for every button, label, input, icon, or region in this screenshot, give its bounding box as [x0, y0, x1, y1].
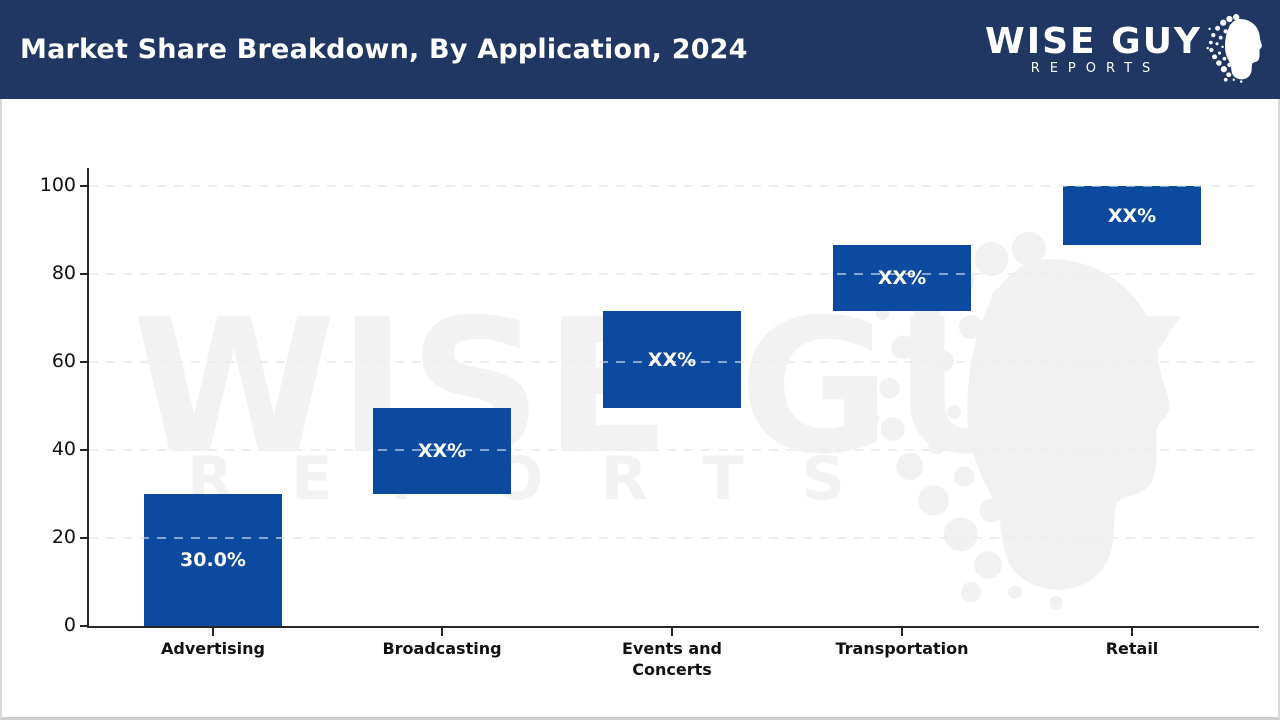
x-category-label: Events and Concerts: [622, 639, 722, 679]
wiseguy-head-icon: [1206, 13, 1262, 83]
y-tick-label: 80: [51, 262, 76, 284]
brand-name: WISE GUY: [984, 21, 1202, 63]
bar-value-label: XX%: [647, 348, 697, 371]
bar-value-label: 30.0%: [180, 549, 246, 571]
x-tick-mark: [671, 628, 673, 636]
x-category-label: Broadcasting: [382, 639, 502, 658]
bar-value-label: XX%: [877, 267, 927, 290]
brand-logo: WISE GUY REPORTS: [985, 10, 1266, 90]
waterfall-bar-retail: XX%: [1063, 186, 1201, 246]
x-category-label: Advertising: [161, 639, 265, 658]
gridline-overlay: [89, 273, 1257, 275]
waterfall-bar-transportation: XX%: [833, 245, 971, 312]
x-axis-line: [87, 626, 1259, 628]
waterfall-bar-advertising: 30.0%: [144, 494, 282, 626]
x-category-label: Retail: [1105, 639, 1159, 658]
header-bar: Market Share Breakdown, By Application, …: [0, 0, 1280, 99]
y-tick-mark: [80, 625, 88, 627]
brand-wordmark: WISE GUY REPORTS: [985, 23, 1202, 76]
x-category-label: Transportation: [835, 639, 969, 658]
y-tick-label: 20: [51, 526, 76, 548]
y-tick-label: 40: [51, 438, 76, 460]
gridline-overlay: [89, 449, 1257, 451]
y-tick-mark: [80, 361, 88, 363]
x-tick-mark: [212, 628, 214, 636]
waterfall-bar-events-and-concerts: XX%: [603, 311, 741, 409]
y-tick-mark: [80, 185, 88, 187]
chart-canvas: WISE GUY REPORTS 0 20 40 60 80 100 30.0% XX% XX%…: [0, 99, 1280, 720]
y-axis-line: [87, 168, 89, 626]
y-tick-label: 0: [63, 614, 76, 636]
gridline-overlay: [89, 185, 1257, 187]
y-tick-label: 60: [51, 350, 76, 372]
bar-value-label: XX%: [1107, 204, 1157, 227]
waterfall-chart: 0 20 40 60 80 100 30.0% XX% XX% XX% XX% Advertising…: [2, 99, 1280, 720]
x-tick-mark: [1131, 628, 1133, 636]
y-tick-mark: [80, 537, 88, 539]
y-tick-mark: [80, 449, 88, 451]
waterfall-bar-broadcasting: XX%: [373, 408, 511, 494]
x-tick-mark: [441, 628, 443, 636]
bar-value-label: XX%: [417, 440, 467, 463]
x-tick-mark: [901, 628, 903, 636]
brand-subtitle: REPORTS: [1030, 60, 1161, 76]
y-tick-label: 100: [39, 174, 76, 196]
gridline-overlay: [89, 361, 1257, 363]
y-tick-mark: [80, 273, 88, 275]
gridline-overlay: [89, 537, 1257, 539]
chart-title: Market Share Breakdown, By Application, …: [20, 34, 748, 65]
